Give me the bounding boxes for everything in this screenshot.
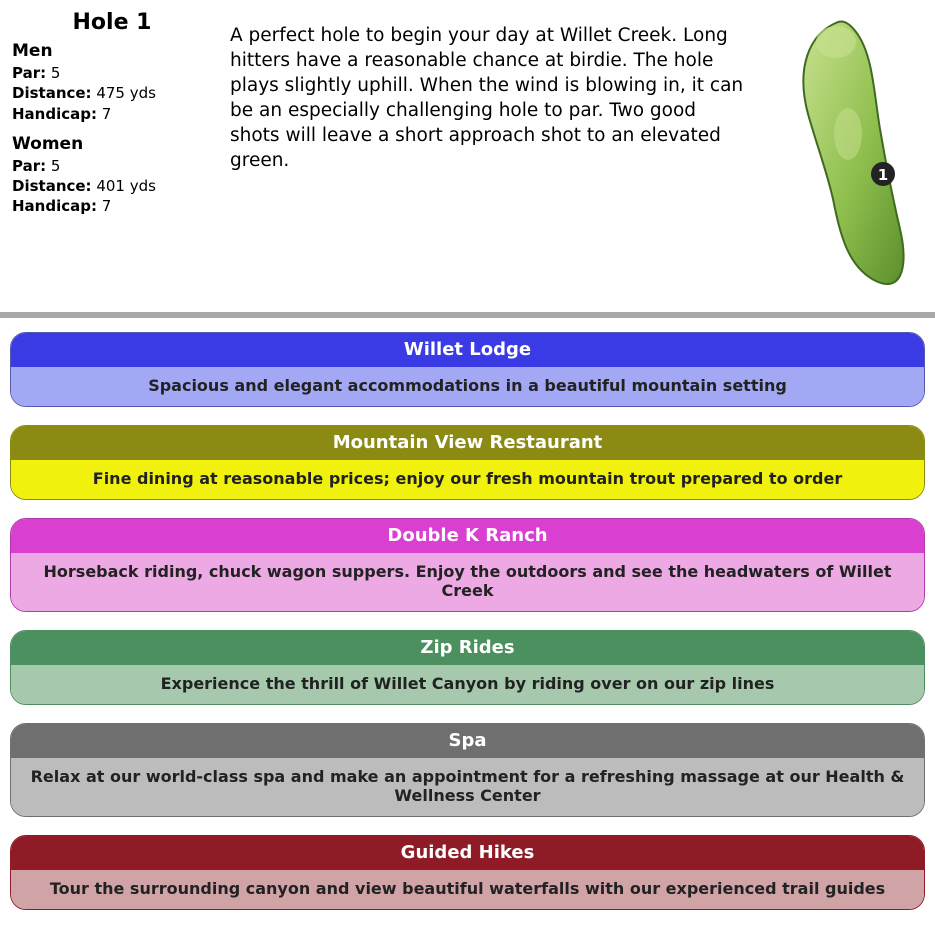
activity-card-body: Tour the surrounding canyon and view bea… xyxy=(11,870,924,909)
women-handicap-value: 7 xyxy=(102,197,112,215)
activity-card-title: Zip Rides xyxy=(11,631,924,665)
women-handicap: Handicap: 7 xyxy=(12,196,212,216)
activity-card-title: Guided Hikes xyxy=(11,836,924,870)
activity-card-body: Spacious and elegant accommodations in a… xyxy=(11,367,924,406)
women-distance-label: Distance: xyxy=(12,177,92,195)
activity-cards: Willet LodgeSpacious and elegant accommo… xyxy=(0,318,935,928)
hole-stats: Hole 1 Men Par: 5 Distance: 475 yds Hand… xyxy=(12,10,212,294)
hole-info-section: Hole 1 Men Par: 5 Distance: 475 yds Hand… xyxy=(0,0,935,312)
women-label: Women xyxy=(12,134,212,154)
men-handicap: Handicap: 7 xyxy=(12,104,212,124)
activity-card-title: Spa xyxy=(11,724,924,758)
hole-description: A perfect hole to begin your day at Will… xyxy=(230,10,755,294)
women-distance: Distance: 401 yds xyxy=(12,176,212,196)
activity-card: Willet LodgeSpacious and elegant accommo… xyxy=(10,332,925,407)
activity-card-body: Fine dining at reasonable prices; enjoy … xyxy=(11,460,924,499)
women-distance-value: 401 yds xyxy=(96,177,156,195)
activity-card: SpaRelax at our world-class spa and make… xyxy=(10,723,925,817)
women-par-label: Par: xyxy=(12,157,46,175)
activity-card: Double K RanchHorseback riding, chuck wa… xyxy=(10,518,925,612)
women-handicap-label: Handicap: xyxy=(12,197,97,215)
women-par-value: 5 xyxy=(51,157,61,175)
men-handicap-label: Handicap: xyxy=(12,105,97,123)
men-par: Par: 5 xyxy=(12,63,212,83)
hole-illustration: 1 xyxy=(773,10,923,294)
activity-card: Zip RidesExperience the thrill of Willet… xyxy=(10,630,925,705)
activity-card-body: Experience the thrill of Willet Canyon b… xyxy=(11,665,924,704)
women-par: Par: 5 xyxy=(12,156,212,176)
activity-card-body: Horseback riding, chuck wagon suppers. E… xyxy=(11,553,924,611)
men-label: Men xyxy=(12,41,212,61)
hole-map-icon: 1 xyxy=(778,14,918,294)
men-par-value: 5 xyxy=(51,64,61,82)
activity-card: Mountain View RestaurantFine dining at r… xyxy=(10,425,925,500)
men-distance-label: Distance: xyxy=(12,84,92,102)
men-par-label: Par: xyxy=(12,64,46,82)
activity-card-title: Mountain View Restaurant xyxy=(11,426,924,460)
activity-card-body: Relax at our world-class spa and make an… xyxy=(11,758,924,816)
hole-marker-number: 1 xyxy=(878,166,888,184)
men-distance: Distance: 475 yds xyxy=(12,83,212,103)
activity-card-title: Willet Lodge xyxy=(11,333,924,367)
men-distance-value: 475 yds xyxy=(96,84,156,102)
activity-card-title: Double K Ranch xyxy=(11,519,924,553)
hole-title: Hole 1 xyxy=(12,10,212,35)
men-handicap-value: 7 xyxy=(102,105,112,123)
activity-card: Guided HikesTour the surrounding canyon … xyxy=(10,835,925,910)
